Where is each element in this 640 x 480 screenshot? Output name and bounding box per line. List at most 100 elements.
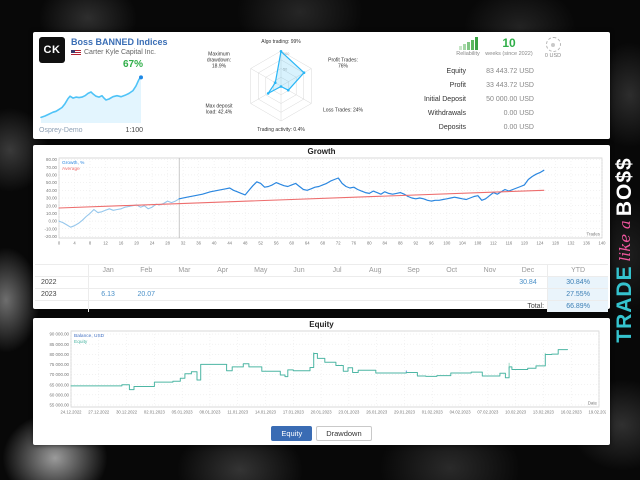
equity-chart: 90 000.00 85 000.00 80 000.00 75 000.00 70 0… <box>49 330 606 415</box>
month-value-cell <box>127 277 165 288</box>
month-value-cell <box>433 289 471 300</box>
month-header: Oct <box>446 267 458 274</box>
svg-text:40.00: 40.00 <box>46 188 58 193</box>
svg-text:30.12.2022: 30.12.2022 <box>116 410 138 415</box>
ytd-value-cell: 27.55% <box>547 289 609 300</box>
stat-label: Withdrawals <box>427 109 466 117</box>
svg-text:108: 108 <box>474 241 482 246</box>
month-header: Jun <box>293 267 305 274</box>
price-label: 0 USD <box>544 53 562 59</box>
month-value-cell <box>509 289 547 300</box>
month-header: May <box>254 267 268 274</box>
stat-bar <box>539 96 609 103</box>
svg-text:30.00: 30.00 <box>46 196 58 201</box>
weeks-count: 10 <box>502 36 516 50</box>
month-header: Nov <box>483 267 497 274</box>
month-value-cell <box>204 289 242 300</box>
month-value-cell <box>318 289 356 300</box>
svg-text:84: 84 <box>382 241 387 246</box>
svg-text:20: 20 <box>134 241 139 246</box>
svg-text:136: 136 <box>583 241 591 246</box>
svg-text:68: 68 <box>320 241 325 246</box>
stat-bar <box>539 82 609 89</box>
month-header: Mar <box>178 267 191 274</box>
month-value-cell <box>356 289 394 300</box>
stat-label: Deposits <box>438 123 466 131</box>
svg-text:70 000.00: 70 000.00 <box>49 372 69 377</box>
svg-text:Equity: Equity <box>74 339 88 345</box>
month-value-cell <box>165 289 203 300</box>
svg-text:80 000.00: 80 000.00 <box>49 352 69 357</box>
svg-text:16: 16 <box>119 241 124 246</box>
equity-chart-title: Equity <box>309 320 334 329</box>
stat-bar <box>539 110 609 117</box>
stat-value: 83 443.72 USD <box>486 67 534 75</box>
svg-text:50: 50 <box>283 68 287 72</box>
svg-text:48: 48 <box>243 241 248 246</box>
stat-value: 0.00 USD <box>503 123 534 131</box>
svg-text:drawdown:: drawdown: <box>207 58 231 64</box>
stat-row-profit: Profit 33 443.72 USD <box>386 78 609 92</box>
growth-chart-title: Growth <box>307 147 336 156</box>
stat-row-initial-deposit: Initial Deposit 50 000.00 USD <box>386 92 609 106</box>
stat-row-equity: Equity 83 443.72 USD <box>386 64 609 78</box>
growth-table-row-2023: 2023 6.13 20.07 27.55% <box>35 288 609 300</box>
price-badge-icon <box>545 37 561 52</box>
month-value-cell <box>318 277 356 288</box>
svg-text:50.00: 50.00 <box>46 180 58 185</box>
equity-button[interactable]: Equity <box>271 426 313 441</box>
month-value-cell <box>280 289 318 300</box>
svg-text:14.01.2023: 14.01.2023 <box>255 410 277 415</box>
stat-label: Equity <box>446 67 466 75</box>
month-value-cell <box>280 277 318 288</box>
svg-text:02.01.2023: 02.01.2023 <box>144 410 166 415</box>
svg-text:132: 132 <box>567 241 575 246</box>
signal-title[interactable]: Boss BANNED Indices <box>71 37 168 47</box>
month-header: Apr <box>217 267 229 274</box>
svg-text:8: 8 <box>89 241 92 246</box>
svg-text:90 000.00: 90 000.00 <box>49 332 69 337</box>
svg-text:load: 42.4%: load: 42.4% <box>206 110 233 116</box>
svg-text:16.02.2023: 16.02.2023 <box>561 410 583 415</box>
svg-text:11.01.2023: 11.01.2023 <box>227 410 248 415</box>
month-value-cell <box>394 289 432 300</box>
us-flag-icon <box>71 49 81 56</box>
month-value-cell: 6.13 <box>101 291 115 298</box>
svg-text:Profit Trades:: Profit Trades: <box>328 58 358 64</box>
stat-value: 50 000.00 USD <box>486 95 534 103</box>
svg-text:20.01.2023: 20.01.2023 <box>311 410 333 415</box>
svg-text:Growth, %: Growth, % <box>62 160 85 166</box>
svg-text:17.01.2023: 17.01.2023 <box>283 410 305 415</box>
svg-text:70.00: 70.00 <box>46 165 58 170</box>
ytd-value-cell: 30.84% <box>547 277 609 288</box>
svg-text:44: 44 <box>227 241 232 246</box>
stat-label: Profit <box>449 81 466 89</box>
svg-text:Date: Date <box>588 401 598 406</box>
svg-text:140: 140 <box>599 241 607 246</box>
svg-text:24: 24 <box>150 241 155 246</box>
stat-row-withdrawals: Withdrawals 0.00 USD <box>386 106 609 120</box>
svg-text:26.01.2023: 26.01.2023 <box>366 410 388 415</box>
growth-table-header: Jan Feb Mar Apr May Jun Jul Aug Sep Oct Nov Dec YTD <box>35 264 608 276</box>
month-value-cell <box>204 277 242 288</box>
svg-text:120: 120 <box>521 241 529 246</box>
stat-value: 33 443.72 USD <box>486 81 534 89</box>
svg-text:60: 60 <box>289 241 294 246</box>
price-indicator: 0 USD <box>524 37 582 59</box>
svg-text:88: 88 <box>398 241 403 246</box>
svg-text:76%: 76% <box>338 64 349 70</box>
ytd-header: YTD <box>547 265 608 276</box>
month-header: Feb <box>140 267 153 274</box>
year-cell: 2023 <box>35 289 89 300</box>
stat-value: 0.00 USD <box>503 109 534 117</box>
svg-text:76: 76 <box>351 241 356 246</box>
svg-text:4: 4 <box>73 241 76 246</box>
stats-rows: Equity 83 443.72 USD Profit 33 443.72 USD In… <box>386 64 609 134</box>
drawdown-button[interactable]: Drawdown <box>316 426 372 441</box>
svg-text:Trading activity: 0.4%: Trading activity: 0.4% <box>257 127 305 133</box>
svg-text:05.01.2023: 05.01.2023 <box>172 410 194 415</box>
svg-text:100: 100 <box>443 241 451 246</box>
leverage-value: 1:100 <box>125 127 143 134</box>
broker-name: Osprey-Demo <box>39 127 83 134</box>
svg-text:01.02.2023: 01.02.2023 <box>422 410 444 415</box>
